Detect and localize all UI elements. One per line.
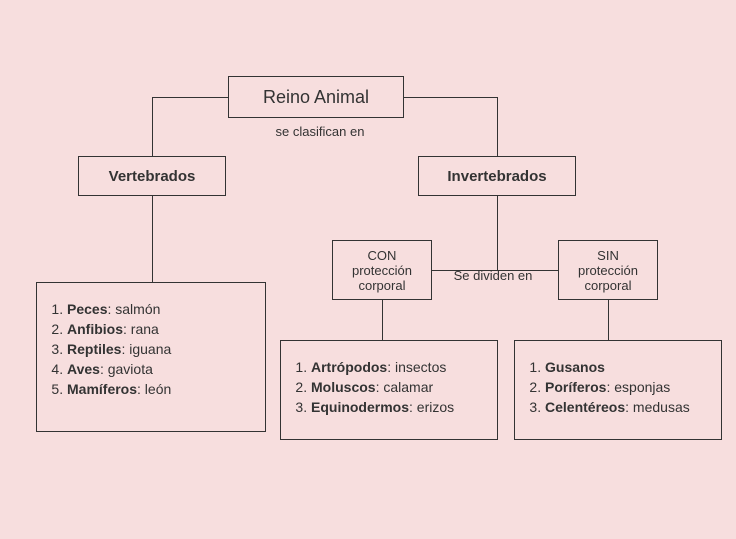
list-item: Mamíferos: león	[67, 381, 253, 397]
edge-label-classify: se clasifican en	[260, 124, 380, 139]
sin-line2: protección	[578, 263, 638, 278]
list-item: Moluscos: calamar	[311, 379, 485, 395]
connector	[382, 300, 383, 340]
diagram-canvas: Reino Animal se clasifican en Vertebrado…	[0, 0, 736, 539]
vertebrates-list: Peces: salmón Anfibios: rana Reptiles: igu…	[36, 282, 266, 432]
connector	[152, 97, 228, 98]
list-item: Reptiles: iguana	[67, 341, 253, 357]
sin-line3: corporal	[585, 278, 632, 293]
root-title: Reino Animal	[263, 87, 369, 108]
invertebrates-node: Invertebrados	[418, 156, 576, 196]
sin-line1: SIN	[597, 248, 619, 263]
with-protection-node: CON protección corporal	[332, 240, 432, 300]
con-line3: corporal	[359, 278, 406, 293]
with-protection-list: Artrópodos: insectos Moluscos: calamar Equ…	[280, 340, 498, 440]
connector	[404, 97, 497, 98]
list-item: Anfibios: rana	[67, 321, 253, 337]
connector	[152, 97, 153, 156]
connector	[152, 196, 153, 282]
without-protection-node: SIN protección corporal	[558, 240, 658, 300]
list-item: Equinodermos: erizos	[311, 399, 485, 415]
list-item: Gusanos	[545, 359, 709, 375]
list-item: Celentéreos: medusas	[545, 399, 709, 415]
vertebrates-title: Vertebrados	[109, 168, 196, 185]
list-item: Peces: salmón	[67, 301, 253, 317]
without-protection-list: Gusanos Poríferos: esponjas Celentéreos: m…	[514, 340, 722, 440]
connector	[497, 97, 498, 156]
connector	[608, 300, 609, 340]
list-item: Aves: gaviota	[67, 361, 253, 377]
con-line1: CON	[368, 248, 397, 263]
edge-label-divide: Se dividen en	[438, 268, 548, 283]
invertebrates-title: Invertebrados	[447, 168, 546, 185]
list-item: Poríferos: esponjas	[545, 379, 709, 395]
list-item: Artrópodos: insectos	[311, 359, 485, 375]
connector	[497, 196, 498, 270]
vertebrates-node: Vertebrados	[78, 156, 226, 196]
con-line2: protección	[352, 263, 412, 278]
root-node: Reino Animal	[228, 76, 404, 118]
